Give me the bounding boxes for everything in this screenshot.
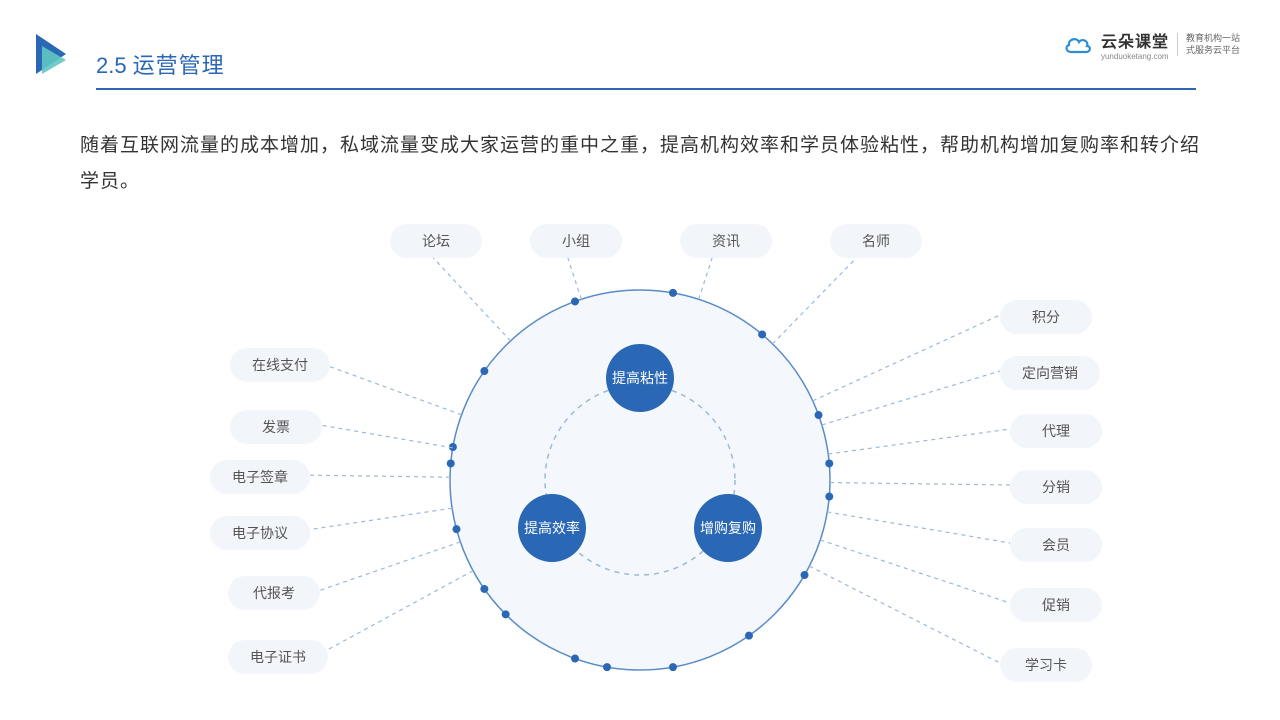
pill-left: 代报考 <box>228 576 320 610</box>
pill-right: 促销 <box>1010 588 1102 622</box>
header: 2.5 运营管理 <box>96 48 1200 90</box>
corner-play-icon <box>32 32 76 76</box>
intro-text: 随着互联网流量的成本增加，私域流量变成大家运营的重中之重，提高机构效率和学员体验… <box>80 128 1200 200</box>
pill-top: 资讯 <box>680 224 772 258</box>
title-underline <box>96 88 1196 90</box>
pill-left: 发票 <box>230 410 322 444</box>
pill-top: 小组 <box>530 224 622 258</box>
pill-left: 电子协议 <box>210 516 310 550</box>
pill-left: 电子签章 <box>210 460 310 494</box>
hub-node: 提高效率 <box>518 494 586 562</box>
pill-left: 电子证书 <box>228 640 328 674</box>
logo-main-text: 云朵课堂 <box>1101 28 1169 52</box>
pill-right: 积分 <box>1000 300 1092 334</box>
pill-right: 分销 <box>1010 470 1102 504</box>
pill-top: 论坛 <box>390 224 482 258</box>
logo-area: 云朵课堂 yunduoketang.com 教育机构一站 式服务云平台 <box>1063 28 1240 61</box>
cloud-icon <box>1063 34 1093 56</box>
pill-right: 定向营销 <box>1000 356 1100 390</box>
hub-node: 增购复购 <box>694 494 762 562</box>
hub-node: 提高粘性 <box>606 344 674 412</box>
pill-right: 代理 <box>1010 414 1102 448</box>
logo-domain: yunduoketang.com <box>1101 52 1169 61</box>
pill-right: 会员 <box>1010 528 1102 562</box>
pill-right: 学习卡 <box>1000 648 1092 682</box>
logo-tagline: 教育机构一站 式服务云平台 <box>1177 33 1240 56</box>
pill-left: 在线支付 <box>230 348 330 382</box>
section-title: 运营管理 <box>133 48 225 80</box>
section-number: 2.5 <box>96 53 127 79</box>
pill-top: 名师 <box>830 224 922 258</box>
